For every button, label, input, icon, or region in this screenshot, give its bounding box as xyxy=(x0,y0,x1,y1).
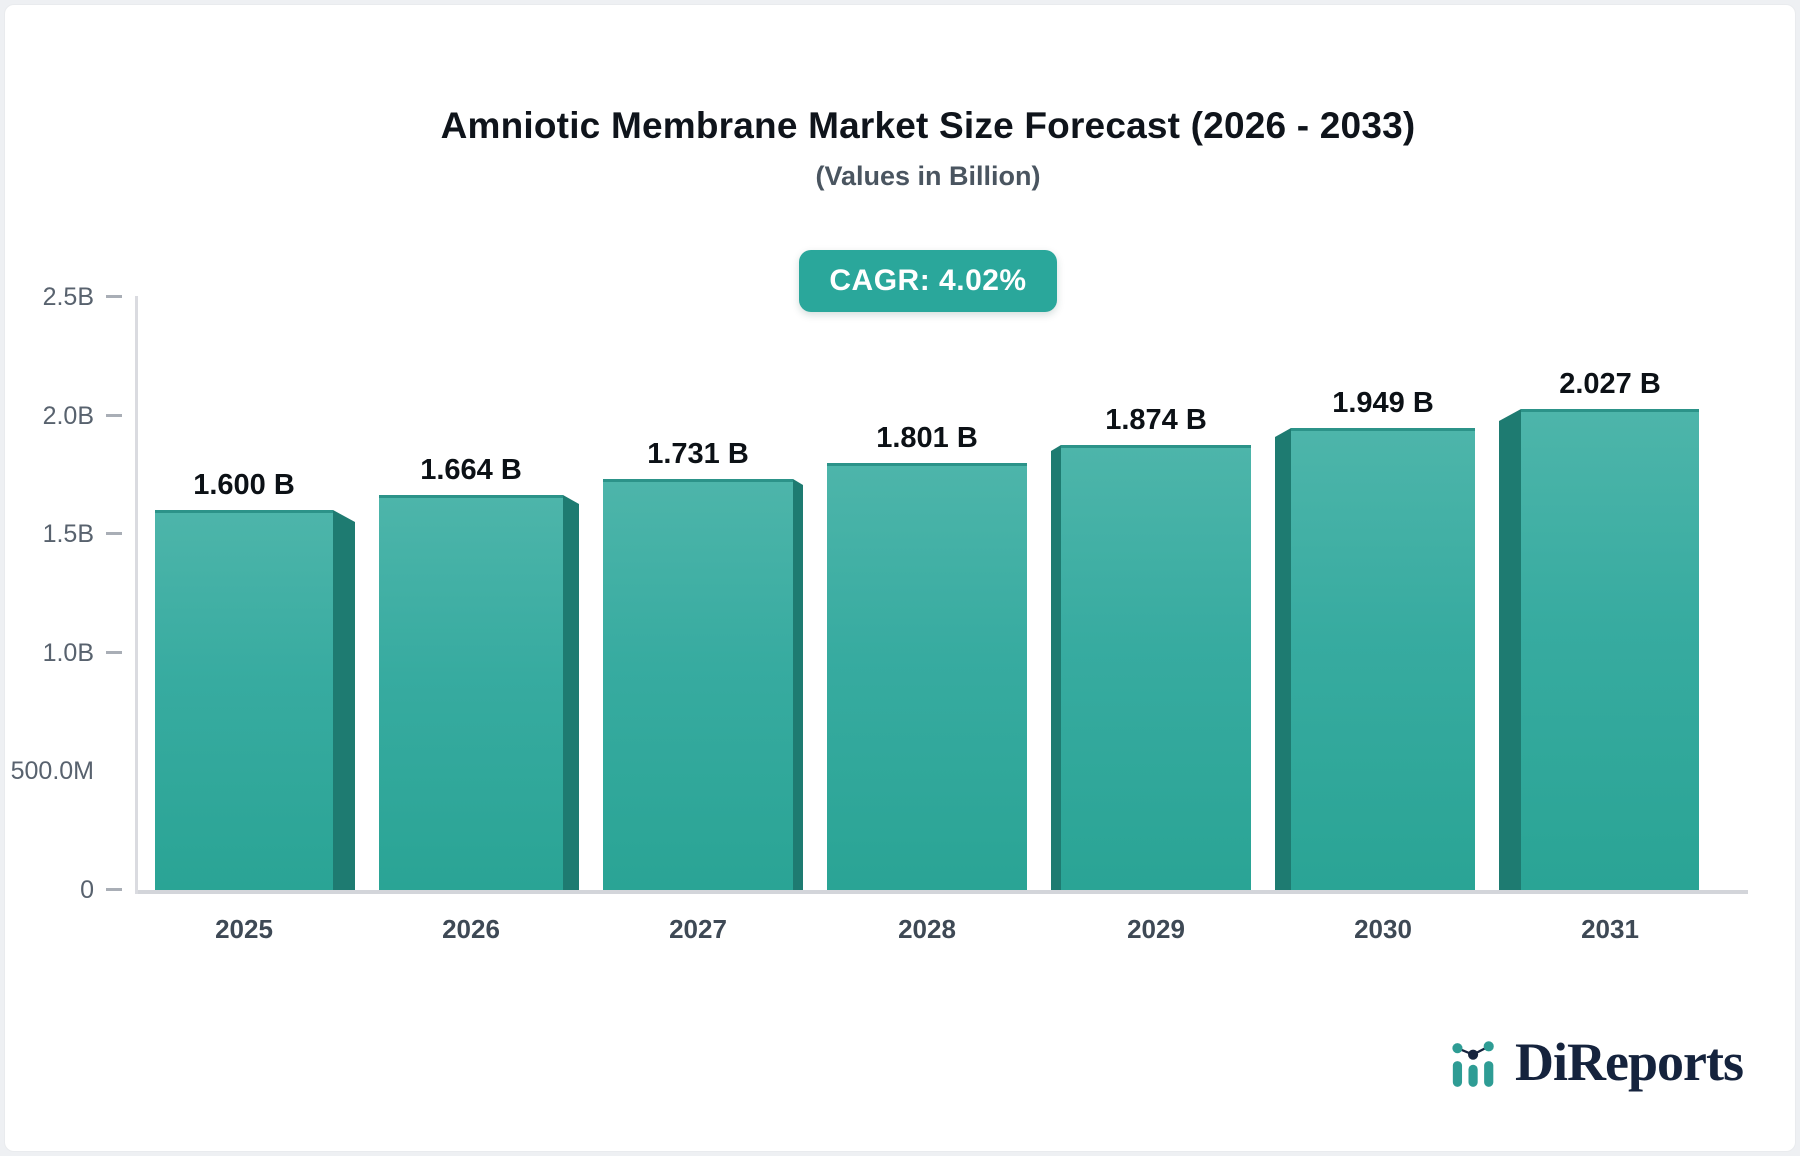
bar-value-label: 1.600 B xyxy=(193,469,295,501)
y-axis-tick-label: 2.0B xyxy=(42,402,94,430)
bar-2031: 2.027 B 2031 xyxy=(1499,368,1699,944)
bar-value-label: 1.801 B xyxy=(876,422,978,454)
y-axis-tick-label: 1.0B xyxy=(42,639,94,667)
x-axis-label: 2029 xyxy=(1127,914,1185,944)
y-axis-tick: 500.0M xyxy=(5,758,122,784)
y-axis-tick: 2.0B xyxy=(5,403,122,429)
bar-face: 1.949 B 2030 xyxy=(1291,387,1475,944)
bar-value-label: 1.664 B xyxy=(420,454,522,486)
bar-2029: 1.874 B 2029 xyxy=(1051,404,1251,944)
x-axis-label: 2028 xyxy=(898,914,956,944)
y-axis: 2.5B 2.0B 1.5B 1.0B 500.0M 0 xyxy=(5,5,122,1151)
chart-card: Amniotic Membrane Market Size Forecast (… xyxy=(4,4,1796,1152)
brand-logo: DiReports xyxy=(1451,1032,1744,1092)
bar-side xyxy=(1051,445,1061,890)
bar-value-label: 1.949 B xyxy=(1332,387,1434,419)
cagr-badge: CAGR: 4.02% xyxy=(799,250,1057,312)
x-axis-label: 2026 xyxy=(442,914,500,944)
bar-2025: 1.600 B 2025 xyxy=(155,469,355,944)
y-axis-tick-label: 1.5B xyxy=(42,520,94,548)
y-axis-tick-dash xyxy=(106,413,122,417)
y-axis-tick: 0 xyxy=(5,877,122,903)
y-axis-line xyxy=(135,296,138,894)
x-axis-label: 2027 xyxy=(669,914,727,944)
x-axis-label: 2025 xyxy=(215,914,273,944)
y-axis-tick-dash xyxy=(106,294,122,298)
x-axis-label: 2031 xyxy=(1581,914,1639,944)
y-axis-tick: 1.0B xyxy=(5,640,122,666)
y-axis-tick-dash xyxy=(106,531,122,535)
chart-title: Amniotic Membrane Market Size Forecast (… xyxy=(440,105,1416,146)
bar-value-label: 1.874 B xyxy=(1105,404,1207,436)
y-axis-tick-dash xyxy=(106,650,122,654)
y-axis-tick-label: 2.5B xyxy=(42,283,94,311)
bar-face: 1.731 B 2027 xyxy=(603,438,793,944)
bar-side xyxy=(793,479,803,890)
y-axis-tick-label: 500.0M xyxy=(10,757,94,785)
brand-name: DiReports xyxy=(1515,1032,1744,1092)
bar-2027: 1.731 B 2027 xyxy=(603,438,803,944)
bar-side xyxy=(1275,428,1291,890)
bar-face: 1.600 B 2025 xyxy=(155,469,333,944)
bar-2028: 1.801 B 2028 xyxy=(827,422,1027,944)
y-axis-tick: 2.5B xyxy=(5,284,122,310)
bar-value-label: 1.731 B xyxy=(647,438,749,470)
bar-face: 2.027 B 2031 xyxy=(1521,368,1699,944)
chart-subtitle: (Values in Billion) xyxy=(815,161,1041,191)
chart-header: Amniotic Membrane Market Size Forecast (… xyxy=(51,5,1795,312)
bar-2030: 1.949 B 2030 xyxy=(1275,387,1475,944)
bar-value-label: 2.027 B xyxy=(1559,368,1661,400)
brand-chart-icon xyxy=(1452,1041,1494,1087)
bar-side xyxy=(1499,409,1521,890)
y-axis-tick: 1.5B xyxy=(5,521,122,547)
bar-face: 1.874 B 2029 xyxy=(1061,404,1251,944)
x-axis-label: 2030 xyxy=(1354,914,1412,944)
bar-face: 1.664 B 2026 xyxy=(379,454,563,944)
bar-2026: 1.664 B 2026 xyxy=(379,454,579,944)
y-axis-tick-dash xyxy=(106,887,122,891)
y-axis-tick-label: 0 xyxy=(80,876,94,904)
plot-area: 1.600 B 2025 1.664 B 2026 1.731 B 2027 1.801 B… xyxy=(155,297,1699,944)
bar-side xyxy=(333,510,355,890)
bar-face: 1.801 B 2028 xyxy=(827,422,1027,944)
x-axis-line xyxy=(138,890,1748,894)
bar-side xyxy=(563,495,579,890)
